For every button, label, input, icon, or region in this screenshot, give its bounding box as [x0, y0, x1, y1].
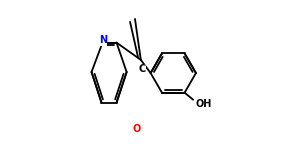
Text: N: N [99, 35, 107, 45]
Text: O: O [133, 124, 141, 134]
Text: OH: OH [196, 100, 212, 110]
Text: C: C [139, 64, 146, 74]
